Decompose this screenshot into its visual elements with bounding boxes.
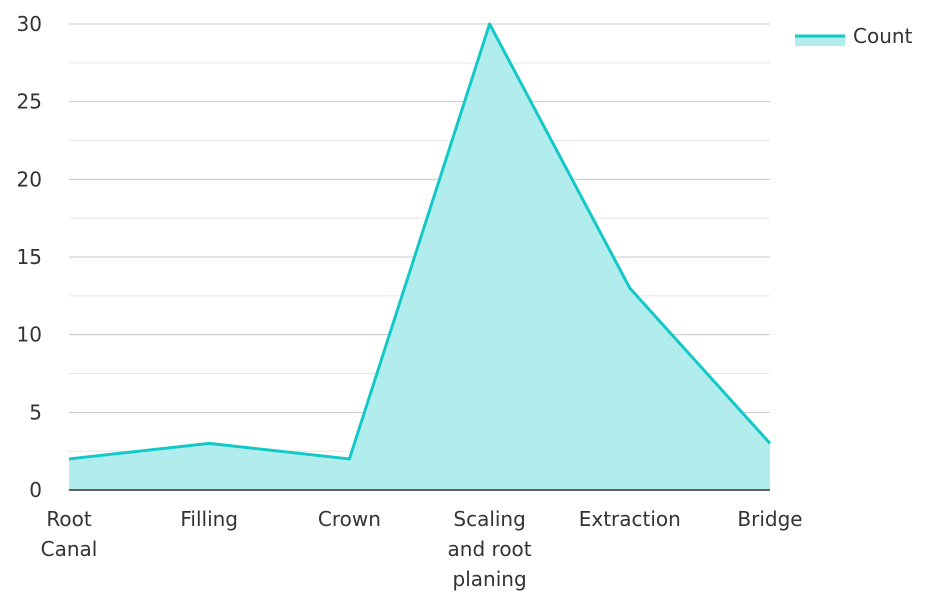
y-tick-label: 25 xyxy=(17,90,42,114)
y-tick-label: 5 xyxy=(29,400,42,424)
x-category-label: Filling xyxy=(180,507,238,531)
y-axis-ticks: 0 5 10 15 20 25 30 xyxy=(17,12,42,502)
x-category-label-line: Extraction xyxy=(579,507,681,531)
x-category-label-line: planing xyxy=(453,567,527,591)
x-category-label-line: Bridge xyxy=(737,507,802,531)
x-category-label: Root Canal xyxy=(41,507,98,561)
series-count-line xyxy=(68,22,772,461)
x-category-label-line: Filling xyxy=(180,507,238,531)
x-category-label: Extraction xyxy=(579,507,681,531)
legend-swatch-count xyxy=(795,36,845,46)
x-category-label-line: Scaling xyxy=(453,507,525,531)
x-category-label: Crown xyxy=(318,507,381,531)
legend-label-count: Count xyxy=(853,24,913,48)
x-category-label-line: and root xyxy=(448,537,532,561)
y-tick-label: 0 xyxy=(29,478,42,502)
x-category-label-line: Crown xyxy=(318,507,381,531)
series-count-area xyxy=(69,24,770,490)
x-category-label-line: Root xyxy=(46,507,91,531)
x-category-label: Bridge xyxy=(737,507,802,531)
y-tick-label: 30 xyxy=(17,12,42,36)
y-tick-label: 10 xyxy=(17,323,42,347)
legend: Count xyxy=(795,24,913,48)
y-tick-label: 20 xyxy=(17,167,42,191)
y-tick-label: 15 xyxy=(17,245,42,269)
x-category-label: Scaling and root planing xyxy=(448,507,532,591)
x-category-label-line: Canal xyxy=(41,537,98,561)
x-axis-labels: Root Canal Filling Crown Scaling and root plan… xyxy=(41,507,803,591)
